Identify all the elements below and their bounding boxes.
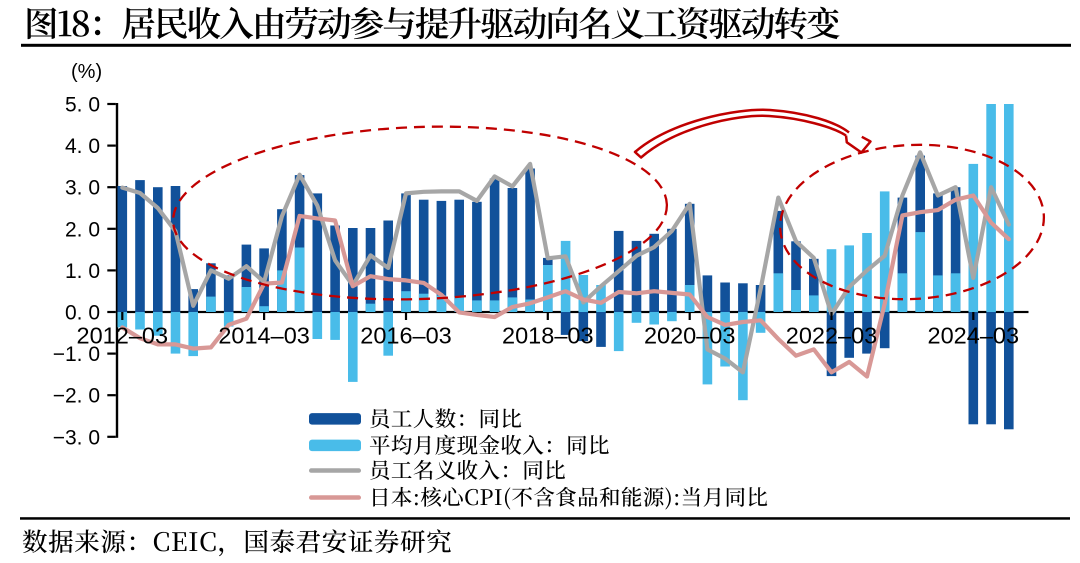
svg-text:−3. 0: −3. 0 — [53, 426, 100, 449]
svg-text:2018–03: 2018–03 — [502, 323, 594, 349]
svg-text:(%): (%) — [71, 61, 102, 83]
svg-text:2014–03: 2014–03 — [218, 323, 310, 349]
svg-text:2016–03: 2016–03 — [360, 323, 452, 349]
svg-text:4. 0: 4. 0 — [65, 135, 100, 158]
svg-text:5. 0: 5. 0 — [65, 94, 100, 117]
svg-text:2020–03: 2020–03 — [644, 323, 736, 349]
svg-text:1. 0: 1. 0 — [65, 260, 100, 283]
svg-text:−2. 0: −2. 0 — [53, 385, 100, 408]
svg-text:3. 0: 3. 0 — [65, 177, 100, 200]
svg-text:−1. 0: −1. 0 — [53, 343, 100, 366]
svg-text:2012–03: 2012–03 — [77, 323, 169, 349]
svg-text:2022–03: 2022–03 — [786, 323, 878, 349]
svg-text:0. 0: 0. 0 — [65, 302, 100, 325]
svg-text:2. 0: 2. 0 — [65, 218, 100, 241]
svg-text:2024–03: 2024–03 — [928, 323, 1020, 349]
